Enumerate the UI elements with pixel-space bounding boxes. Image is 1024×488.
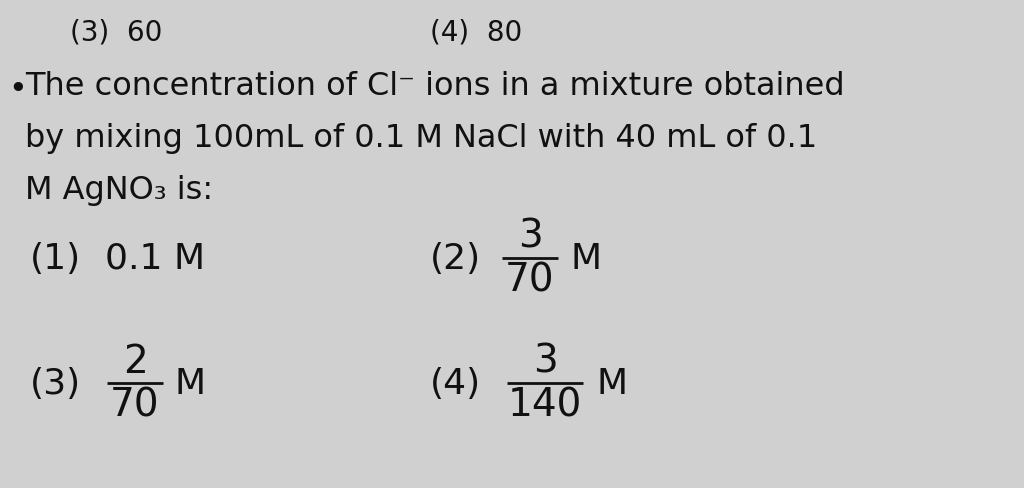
Text: by mixing 100mL of 0.1 M NaCl with 40 mL of 0.1: by mixing 100mL of 0.1 M NaCl with 40 mL…: [25, 123, 817, 154]
Text: (4): (4): [430, 366, 481, 400]
Text: 70: 70: [505, 262, 555, 299]
Text: •: •: [8, 74, 27, 105]
Text: 140: 140: [508, 386, 583, 424]
Text: (1): (1): [30, 242, 81, 275]
Text: (3): (3): [30, 366, 81, 400]
Text: 70: 70: [111, 386, 160, 424]
Text: 2: 2: [123, 342, 147, 380]
Text: M: M: [175, 366, 206, 400]
Text: The concentration of Cl⁻ ions in a mixture obtained: The concentration of Cl⁻ ions in a mixtu…: [25, 71, 845, 102]
Text: 0.1 M: 0.1 M: [105, 242, 205, 275]
Text: 3: 3: [532, 342, 557, 380]
Text: (2): (2): [430, 242, 481, 275]
Text: M AgNO₃ is:: M AgNO₃ is:: [25, 175, 213, 205]
Text: (4)  80: (4) 80: [430, 19, 522, 47]
Text: (3)  60: (3) 60: [70, 19, 163, 47]
Text: M: M: [570, 242, 601, 275]
Text: M: M: [597, 366, 628, 400]
Text: 3: 3: [517, 218, 543, 256]
